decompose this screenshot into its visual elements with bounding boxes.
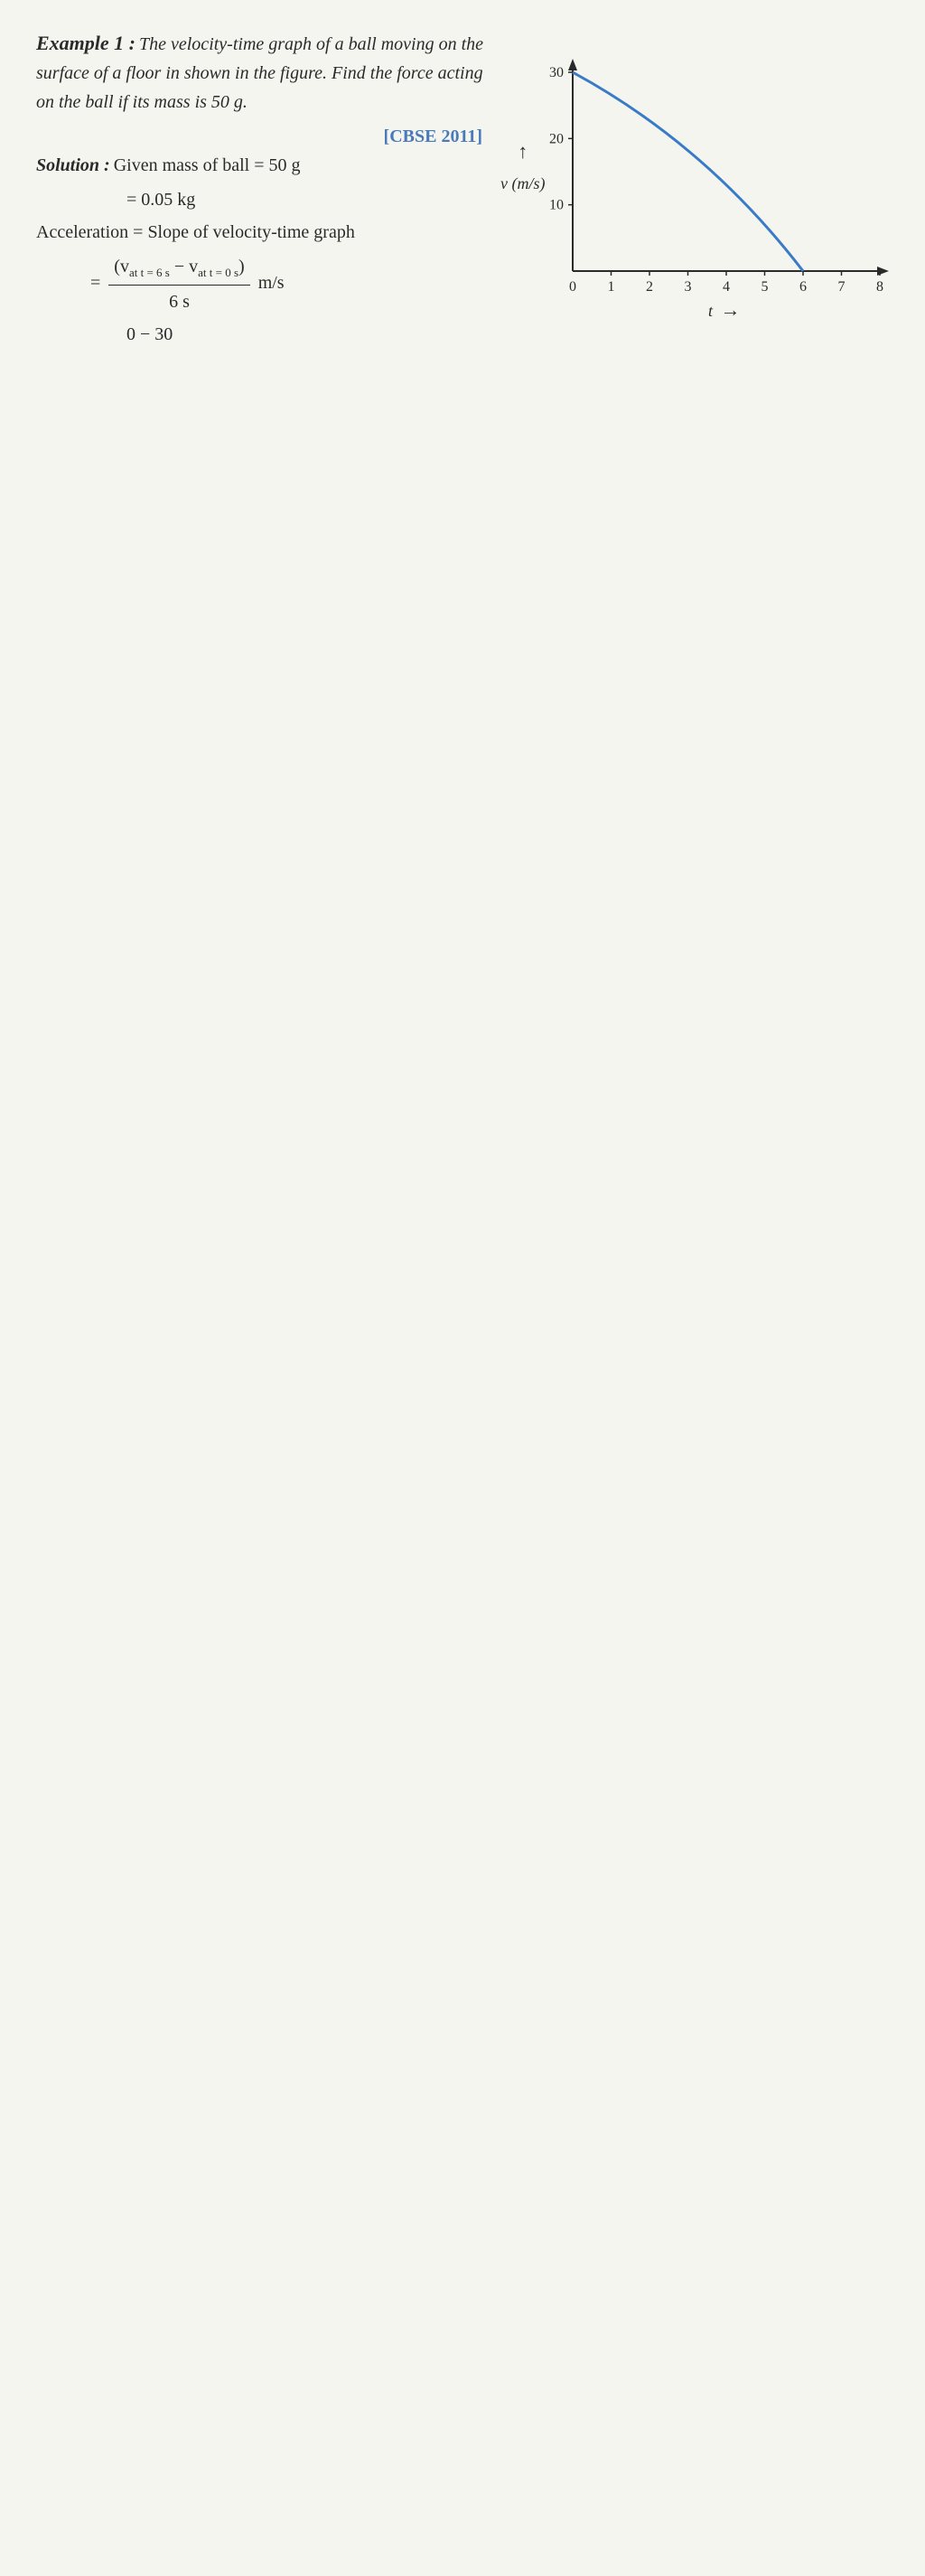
solution-given: Solution : Given mass of ball = 50 g	[36, 151, 491, 180]
fraction-equation: = (vat t = 6 s − vat t = 0 s) 6 s m/s	[36, 252, 491, 316]
example-label: Example 1 :	[36, 32, 135, 54]
svg-text:3: 3	[685, 279, 692, 295]
mass-kg-line: = 0.05 kg	[36, 185, 491, 214]
y-label-text: v (m/s)	[500, 174, 545, 192]
svg-text:7: 7	[838, 279, 846, 295]
unit-ms: m/s	[258, 273, 285, 293]
example-paragraph: Example 1 : The velocity-time graph of a…	[36, 27, 491, 117]
fraction-denominator: 6 s	[108, 286, 249, 316]
velocity-fraction: (vat t = 6 s − vat t = 0 s) 6 s	[108, 252, 249, 316]
svg-text:0: 0	[569, 279, 576, 295]
fraction-numerator: (vat t = 6 s − vat t = 0 s)	[108, 252, 249, 286]
svg-text:1: 1	[608, 279, 615, 295]
solution-label: Solution :	[36, 155, 110, 175]
x-label-italic: t	[708, 302, 713, 320]
y-arrow-icon: ↑	[500, 136, 545, 167]
given-text: Given mass of ball = 50 g	[114, 155, 301, 175]
svg-text:20: 20	[549, 131, 564, 146]
chart-column: ↑ v (m/s) 102030012345678 t →	[528, 27, 889, 352]
chart-svg: 10 20 30 0 1 2 3 4 5 6 7 8	[528, 54, 889, 298]
x-arrow-icon: →	[721, 298, 741, 321]
svg-text:10: 10	[549, 198, 564, 213]
svg-text:30: 30	[549, 65, 564, 80]
result-value: 0 − 30	[90, 324, 173, 344]
source-tag: [CBSE 2011]	[36, 122, 491, 151]
svg-text:4: 4	[723, 279, 730, 295]
result-fraction-line: 0 − 30	[36, 320, 491, 349]
content-wrapper: Example 1 : The velocity-time graph of a…	[36, 27, 889, 352]
svg-text:8: 8	[876, 279, 883, 295]
velocity-time-chart: ↑ v (m/s) 102030012345678 t →	[528, 54, 889, 298]
svg-text:5: 5	[761, 279, 769, 295]
text-column: Example 1 : The velocity-time graph of a…	[36, 27, 491, 352]
x-axis-label: t →	[708, 294, 741, 325]
acceleration-line: Acceleration = Slope of velocity-time gr…	[36, 218, 491, 247]
svg-text:6: 6	[799, 279, 807, 295]
svg-text:2: 2	[646, 279, 653, 295]
y-axis-label: ↑ v (m/s)	[500, 136, 545, 197]
